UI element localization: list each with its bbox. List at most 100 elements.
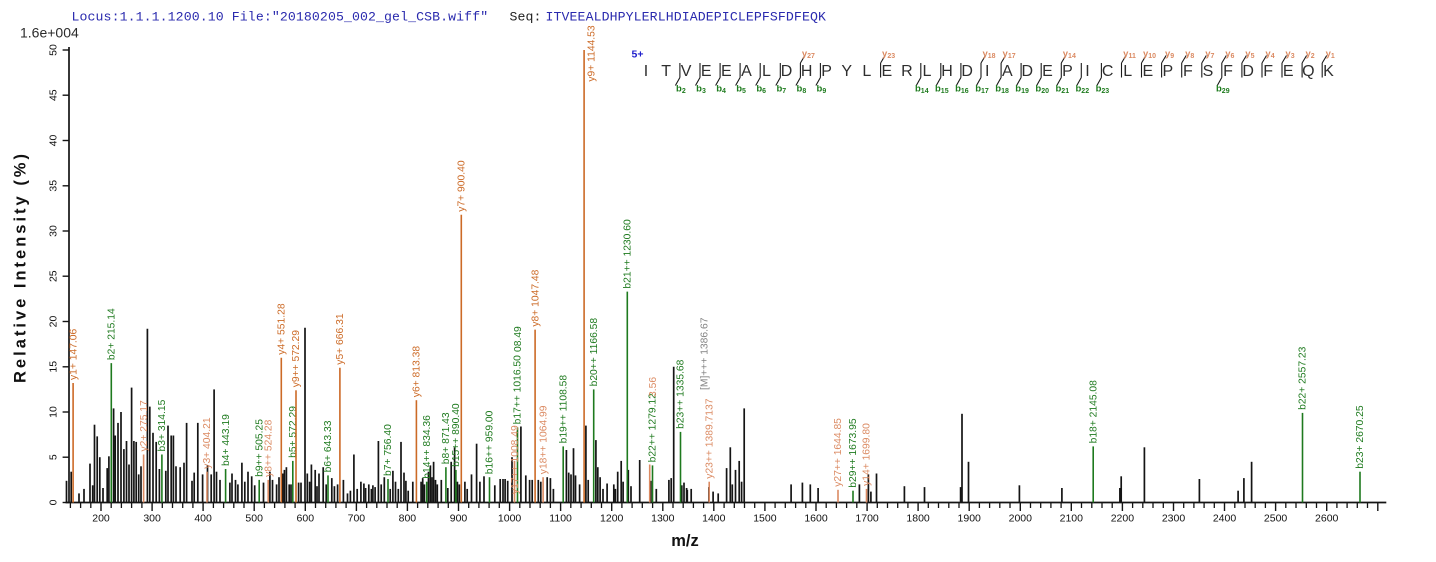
svg-text:b3: b3: [696, 84, 706, 96]
svg-text:1200: 1200: [600, 513, 624, 525]
svg-text:y23: y23: [882, 49, 895, 61]
svg-text:b23++ 1335.68: b23++ 1335.68: [676, 359, 687, 429]
svg-text:E: E: [1042, 63, 1053, 80]
svg-text:y5: y5: [1245, 49, 1254, 61]
svg-text:2600: 2600: [1315, 513, 1339, 525]
svg-text:1500: 1500: [753, 513, 777, 525]
svg-text:[M]+++ 1386.67: [M]+++ 1386.67: [699, 317, 710, 390]
svg-text:800: 800: [399, 513, 417, 525]
svg-text:A: A: [1002, 63, 1013, 80]
svg-text:b14++ 834.36: b14++ 834.36: [422, 415, 433, 479]
svg-text:y18: y18: [982, 49, 995, 61]
svg-text:1300: 1300: [651, 513, 675, 525]
svg-text:F: F: [1223, 63, 1233, 80]
svg-text:b8+ 871.43: b8+ 871.43: [441, 412, 452, 464]
svg-text:b19++ 1108.58: b19++ 1108.58: [558, 375, 569, 444]
svg-text:D: D: [1242, 63, 1254, 80]
svg-text:Y: Y: [841, 63, 852, 80]
svg-text:y3: y3: [1285, 49, 1294, 61]
svg-text:K: K: [1323, 63, 1334, 80]
svg-text:P: P: [1162, 63, 1173, 80]
svg-text:F: F: [1263, 63, 1273, 80]
svg-text:y7: y7: [1205, 49, 1214, 61]
svg-text:I: I: [1085, 63, 1089, 80]
svg-text:y9++ 572.29: y9++ 572.29: [291, 330, 302, 388]
svg-text:2200: 2200: [1111, 513, 1135, 525]
svg-text:y27: y27: [802, 49, 815, 61]
svg-text:E: E: [701, 63, 712, 80]
svg-text:b23+ 2670.25: b23+ 2670.25: [1355, 405, 1366, 469]
svg-text:1900: 1900: [958, 513, 982, 525]
svg-text:b15++ 890.40: b15++ 890.40: [451, 403, 462, 467]
svg-text:0: 0: [48, 499, 60, 505]
svg-text:Q: Q: [1302, 63, 1314, 80]
svg-text:y2: y2: [1305, 49, 1314, 61]
svg-text:1100: 1100: [549, 513, 572, 525]
svg-text:y2+ 275.17: y2+ 275.17: [139, 400, 150, 452]
svg-text:D: D: [781, 63, 793, 80]
svg-text:D: D: [1022, 63, 1034, 80]
svg-text:P: P: [1062, 63, 1073, 80]
svg-text:y17: y17: [1003, 49, 1016, 61]
svg-text:y1: y1: [1326, 49, 1335, 61]
svg-text:b3+ 314.15: b3+ 314.15: [157, 399, 168, 451]
svg-text:y8: y8: [1185, 49, 1194, 61]
svg-text:b9: b9: [817, 84, 827, 96]
svg-text:y27++ 1644.85: y27++ 1644.85: [833, 418, 844, 487]
svg-text:y14+ 1699.80: y14+ 1699.80: [862, 423, 873, 486]
svg-text:D: D: [961, 63, 973, 80]
svg-text:400: 400: [194, 513, 212, 525]
svg-text:2500: 2500: [1264, 513, 1288, 525]
svg-text:45: 45: [48, 89, 60, 101]
svg-text:P: P: [821, 63, 832, 80]
svg-text:V: V: [681, 63, 692, 80]
svg-text:600: 600: [297, 513, 315, 525]
svg-text:b15: b15: [935, 84, 949, 96]
svg-text:E: E: [721, 63, 732, 80]
svg-text:1000: 1000: [498, 513, 522, 525]
svg-text:2400: 2400: [1213, 513, 1237, 525]
svg-text:F: F: [1183, 63, 1193, 80]
svg-text:b16: b16: [955, 84, 969, 96]
svg-text:A: A: [741, 63, 752, 80]
svg-text:b7+ 756.40: b7+ 756.40: [383, 424, 394, 476]
svg-text:b17: b17: [975, 84, 989, 96]
svg-text:y5+ 666.31: y5+ 666.31: [335, 313, 346, 365]
svg-text:b4: b4: [716, 84, 726, 96]
svg-text:b2: b2: [676, 84, 686, 96]
svg-text:y1+ 147.06: y1+ 147.06: [68, 328, 79, 380]
svg-text:2100: 2100: [1060, 513, 1084, 525]
svg-text:40: 40: [48, 135, 60, 147]
svg-text:30: 30: [48, 225, 60, 237]
svg-text:300: 300: [143, 513, 161, 525]
svg-text:500: 500: [245, 513, 263, 525]
svg-text:b7: b7: [776, 84, 786, 96]
svg-text:b18+ 2145.08: b18+ 2145.08: [1088, 380, 1099, 444]
svg-text:25: 25: [48, 270, 60, 282]
svg-text:b6+ 643.33: b6+ 643.33: [323, 420, 334, 472]
svg-text:E: E: [881, 63, 892, 80]
svg-text:200: 200: [92, 513, 110, 525]
svg-text:1700: 1700: [855, 513, 879, 525]
svg-text:y18++ 1064.99: y18++ 1064.99: [538, 405, 549, 474]
svg-text:R: R: [901, 63, 913, 80]
svg-text:b18: b18: [995, 84, 1009, 96]
svg-text:y4+ 551.28: y4+ 551.28: [277, 303, 288, 355]
svg-text:Seq:: Seq:: [510, 10, 542, 25]
svg-text:y8+ 1047.48: y8+ 1047.48: [530, 269, 541, 326]
svg-text:S: S: [1203, 63, 1214, 80]
svg-text:b22++ 1279.12: b22++ 1279.12: [648, 393, 659, 463]
svg-text:E: E: [1142, 63, 1153, 80]
svg-text:b22+ 2557.23: b22+ 2557.23: [1298, 346, 1309, 410]
svg-text:3.56: 3.56: [648, 377, 659, 397]
svg-text:L: L: [1123, 63, 1132, 80]
svg-text:5+: 5+: [632, 49, 644, 61]
svg-text:H: H: [801, 63, 813, 80]
svg-text:T: T: [661, 63, 671, 80]
svg-text:b19: b19: [1015, 84, 1029, 96]
svg-text:b4+ 443.19: b4+ 443.19: [221, 414, 232, 466]
svg-text:b5: b5: [736, 84, 746, 96]
svg-text:y3+ 404.21: y3+ 404.21: [202, 417, 213, 469]
svg-text:b23: b23: [1096, 84, 1110, 96]
svg-text:5: 5: [48, 454, 60, 460]
